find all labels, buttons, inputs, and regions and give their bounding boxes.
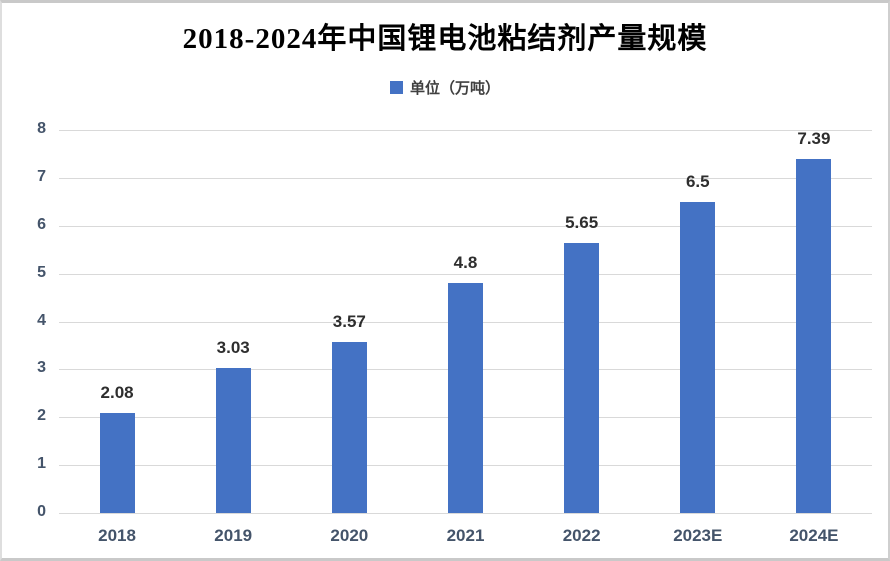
- bar-value-label: 4.8: [453, 253, 478, 273]
- bar-value-label: 3.03: [216, 337, 250, 357]
- y-axis-tick-label: 0: [37, 503, 46, 520]
- y-axis-tick-label: 2: [37, 407, 46, 425]
- gridline: [59, 225, 872, 227]
- x-axis-label: 2023E: [673, 526, 723, 545]
- bar: [331, 342, 367, 513]
- gridline: [59, 177, 872, 179]
- bar: [99, 413, 135, 513]
- x-axis-label: 2018: [98, 526, 136, 545]
- chart-title: 2018-2024年中国锂电池粘结剂产量规模: [182, 23, 708, 55]
- y-axis-tick-label: 3: [37, 359, 46, 377]
- x-axis-label: 2021: [446, 526, 485, 545]
- gridline: [59, 513, 872, 514]
- bar-value-label: 2.08: [100, 383, 134, 403]
- legend-label: 单位（万吨）: [409, 80, 500, 97]
- bar-value-label: 7.39: [797, 129, 831, 149]
- x-axis-label: 2024E: [789, 526, 839, 545]
- bar: [680, 201, 716, 513]
- legend-marker-icon: [389, 81, 403, 94]
- legend: 单位（万吨）: [2, 77, 888, 98]
- y-axis-tick-label: 7: [37, 167, 46, 185]
- gridline: [59, 273, 872, 275]
- bar: [564, 242, 600, 513]
- bar: [796, 159, 832, 513]
- y-axis-tick-label: 8: [37, 120, 46, 137]
- bar: [448, 283, 483, 513]
- bar-value-label: 6.5: [685, 171, 710, 191]
- plot-area: 0 1 2 3 4 5 6 7 8 2.08 2018 3.03 2019 3.57 2020 4.8 2021…: [2, 3, 888, 558]
- x-axis-label: 2019: [214, 526, 253, 545]
- bar-value-label: 3.57: [332, 312, 366, 332]
- y-axis-tick-label: 4: [37, 311, 46, 329]
- y-axis-tick-label: 1: [37, 455, 46, 473]
- x-axis-label: 2022: [562, 526, 601, 545]
- bar: [215, 367, 251, 513]
- bar-value-label: 5.65: [565, 212, 599, 232]
- y-axis-tick-label: 6: [37, 215, 46, 233]
- x-axis-label: 2020: [330, 526, 369, 545]
- y-axis-tick-label: 5: [37, 263, 46, 281]
- gridline: [59, 130, 872, 131]
